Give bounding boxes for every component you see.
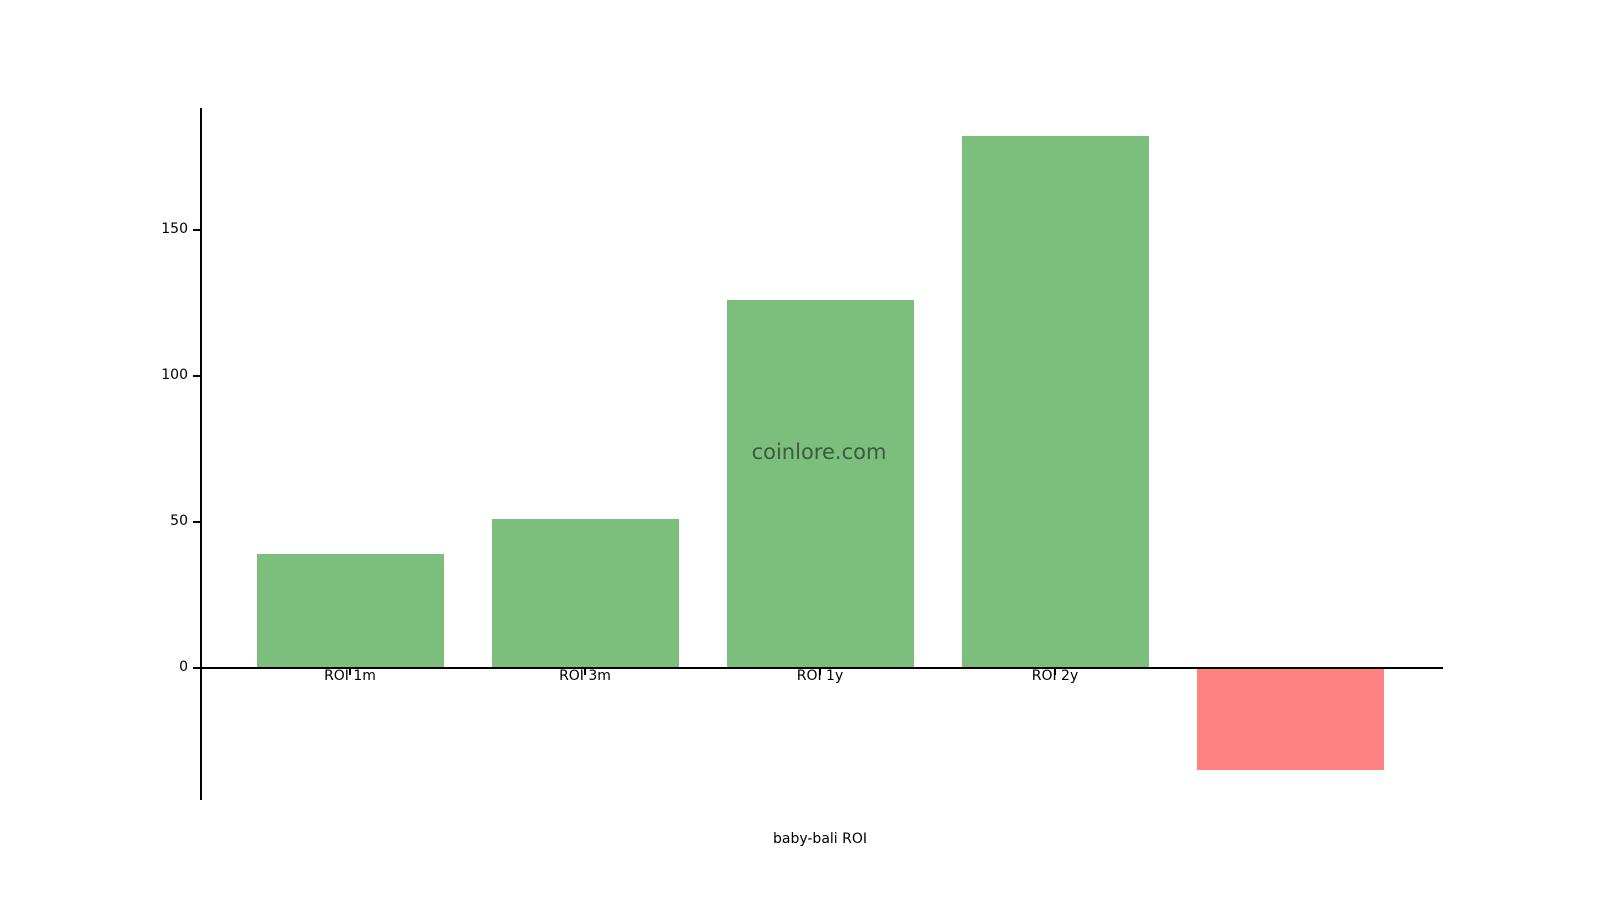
x-tick-mark <box>349 667 351 675</box>
bar-roi-3m <box>491 518 679 668</box>
y-tick-label: 50 <box>170 513 188 530</box>
bar-roi-1y <box>726 299 914 668</box>
y-tick-mark <box>193 375 201 377</box>
x-tick-label: ROI 1m <box>324 668 376 685</box>
y-axis-line <box>200 108 202 800</box>
watermark-text: coinlore.com <box>751 440 887 464</box>
bar-unlabeled <box>1196 667 1384 770</box>
y-tick-mark <box>193 229 201 231</box>
x-tick-mark <box>1054 667 1056 675</box>
x-tick-mark <box>819 667 821 675</box>
x-axis-zero-line <box>196 667 1443 669</box>
x-tick-label: ROI 2y <box>1031 668 1079 685</box>
y-tick-label: 0 <box>179 659 188 676</box>
chart-xlabel: baby-bali ROI <box>772 831 867 847</box>
y-tick-label: 100 <box>161 367 188 384</box>
y-tick-label: 150 <box>161 221 188 238</box>
x-tick-label: ROI 3m <box>559 668 611 685</box>
x-tick-mark <box>584 667 586 675</box>
y-tick-mark <box>193 521 201 523</box>
bar-roi-2y <box>961 136 1149 668</box>
bar-roi-1m <box>256 553 444 668</box>
x-tick-label: ROI 1y <box>796 668 844 685</box>
